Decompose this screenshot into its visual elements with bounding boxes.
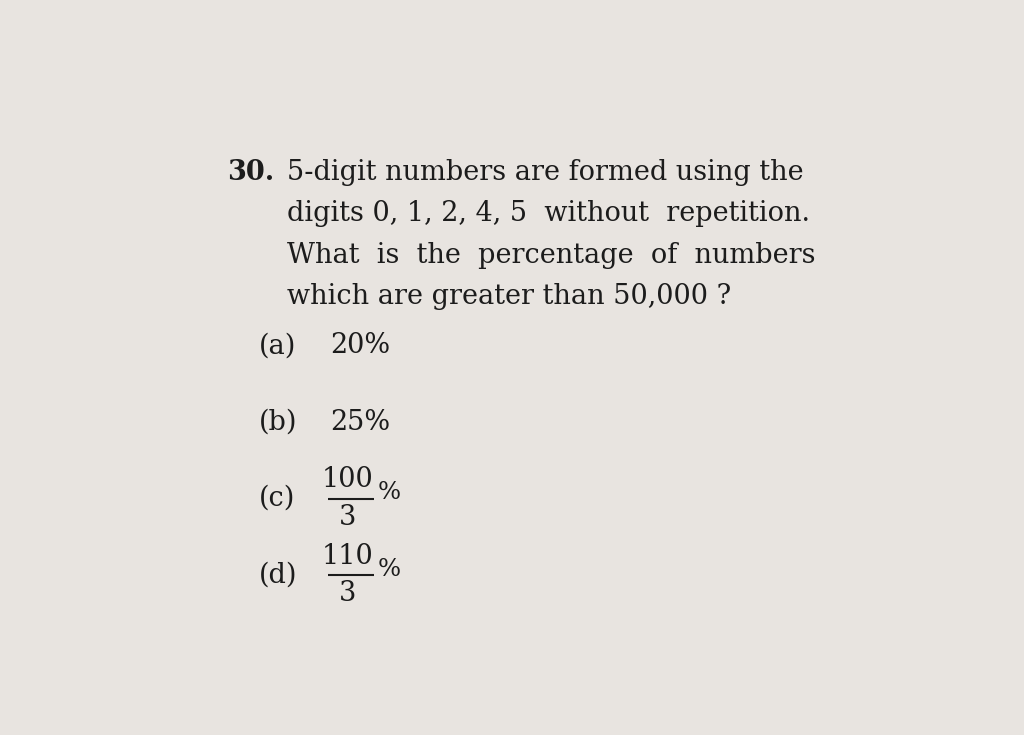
Text: (b): (b): [259, 409, 297, 436]
Text: 100: 100: [322, 466, 374, 493]
Text: 110: 110: [322, 542, 374, 570]
Text: 20%: 20%: [331, 332, 390, 359]
Text: 30.: 30.: [227, 159, 274, 186]
Text: 3: 3: [339, 580, 356, 607]
Text: 25%: 25%: [331, 409, 390, 436]
Text: (d): (d): [259, 562, 297, 589]
Text: %: %: [378, 558, 401, 581]
Text: 3: 3: [339, 503, 356, 531]
Text: digits 0, 1, 2, 4, 5  without  repetition.: digits 0, 1, 2, 4, 5 without repetition.: [287, 200, 810, 227]
Text: 5-digit numbers are formed using the: 5-digit numbers are formed using the: [287, 159, 804, 186]
Text: which are greater than 50,000 ?: which are greater than 50,000 ?: [287, 283, 731, 310]
Text: (a): (a): [259, 332, 296, 359]
Text: %: %: [378, 481, 401, 504]
Text: (c): (c): [259, 485, 295, 512]
Text: What  is  the  percentage  of  numbers: What is the percentage of numbers: [287, 242, 815, 268]
